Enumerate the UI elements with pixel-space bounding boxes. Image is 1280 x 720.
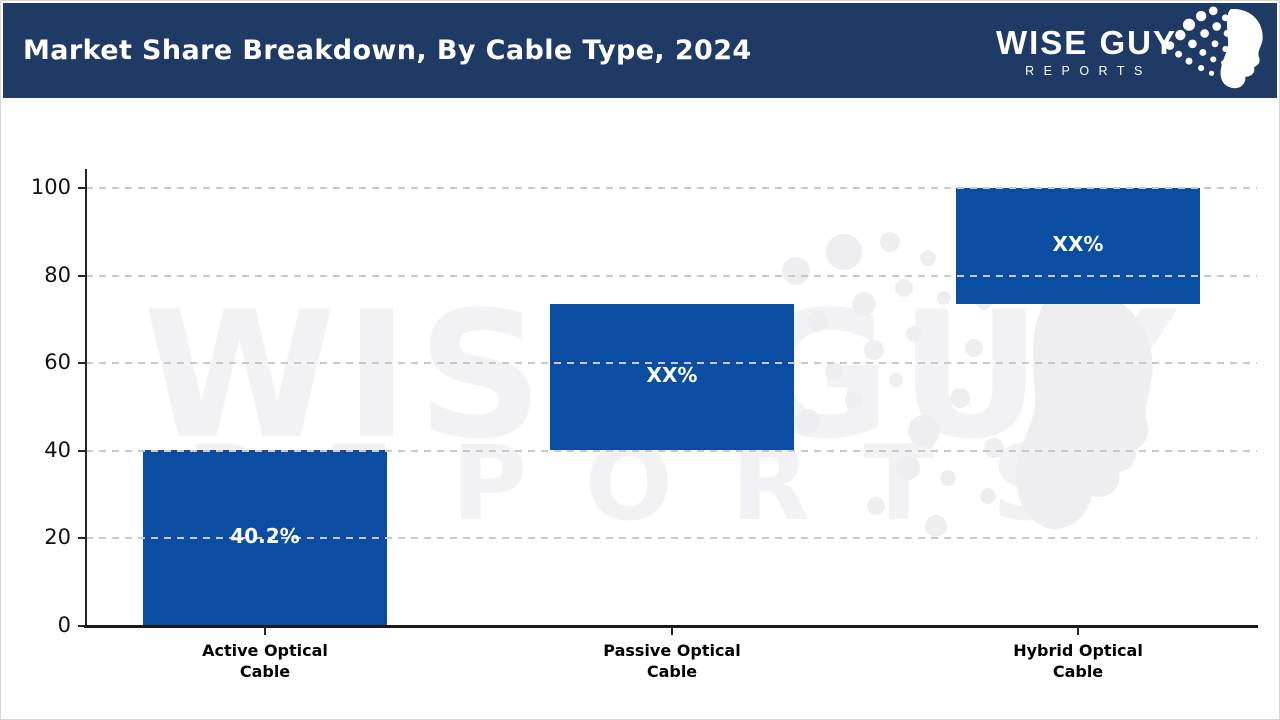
brand-wordmark: WISE GUY [995,23,1177,61]
y-axis-line [85,169,87,627]
y-tick-label: 0 [57,613,71,637]
brand-logo-text: WISE GUY REPORTS [996,24,1177,78]
x-tick-mark [264,626,266,635]
waterfall-bar [550,304,794,450]
page-title: Market Share Breakdown, By Cable Type, 2… [23,35,752,66]
brand-logo: WISE GUY REPORTS [996,5,1277,97]
brand-tagline: REPORTS [1025,63,1152,78]
y-tick-label: 60 [44,350,71,375]
y-tick-mark [78,537,86,540]
y-gridline [86,449,1257,452]
y-gridline [86,187,1257,189]
y-tick-label: 100 [30,175,71,199]
y-gridline [86,274,1257,277]
y-tick-mark [78,625,86,627]
header: Market Share Breakdown, By Cable Type, 2… [3,3,1277,98]
watermark-face-dots-icon [756,226,1186,600]
x-category-label: Active Optical Cable [202,641,328,681]
y-tick-mark [78,274,86,277]
x-category-label: Hybrid Optical Cable [1013,641,1143,681]
y-tick-mark [78,187,86,189]
bar-value-label: XX% [1052,232,1104,257]
y-tick-label: 80 [44,262,71,287]
x-tick-mark [1077,626,1079,635]
x-category-label: Passive Optical Cable [603,641,741,681]
y-tick-mark [78,449,86,452]
brand-face-icon [1163,5,1267,97]
y-tick-label: 20 [44,525,71,550]
y-gridline [86,362,1257,365]
y-tick-mark [78,362,86,365]
y-gridline [86,537,1257,540]
x-tick-mark [671,626,673,635]
bar-value-label: XX% [646,362,698,387]
waterfall-bar [956,188,1200,305]
bar-value-label: 40.2% [230,523,300,548]
y-tick-label: 40 [44,437,71,462]
